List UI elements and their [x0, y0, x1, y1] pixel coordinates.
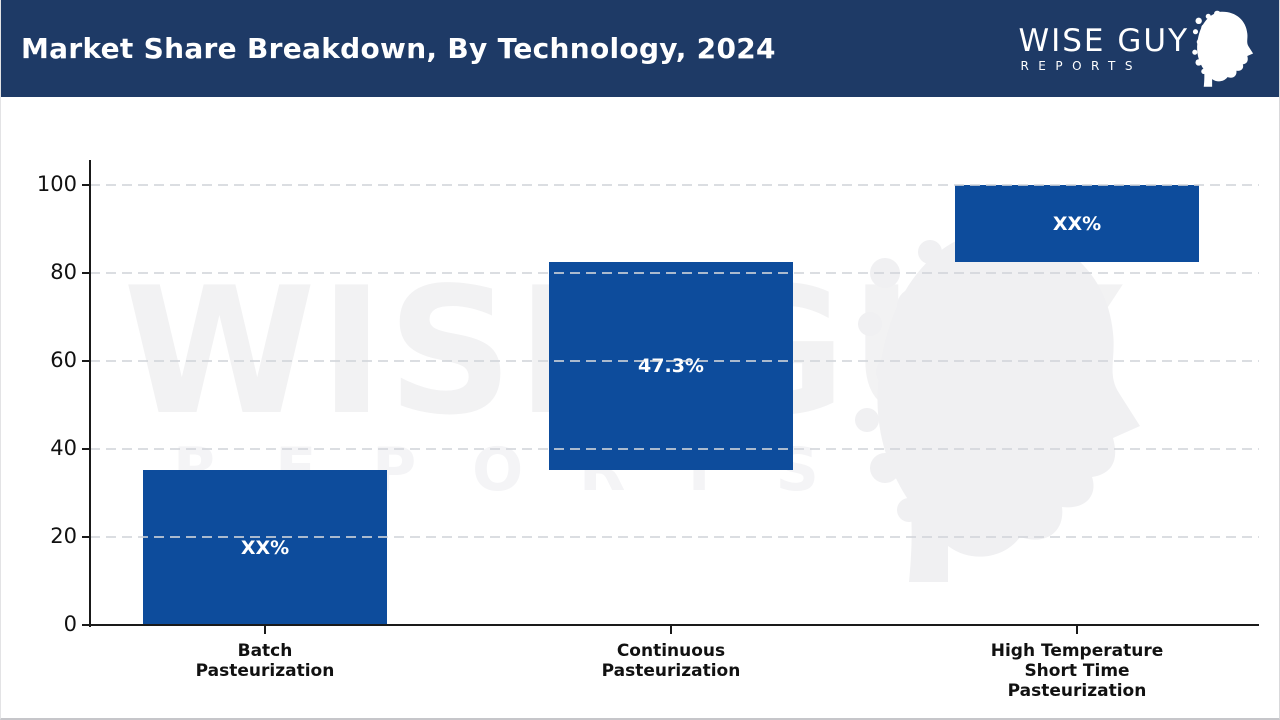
x-category-label: Batch Pasteurization — [195, 641, 335, 681]
y-tick-label: 20 — [50, 524, 77, 548]
logo-wordmark-block: WISE GUY REPORTS — [1018, 24, 1189, 73]
x-tick-mark — [1076, 626, 1078, 634]
x-category-label: Continuous Pasteurization — [601, 641, 741, 681]
bar-segment: XX% — [143, 470, 387, 625]
y-tick-label: 0 — [63, 612, 77, 636]
y-tick-label: 60 — [50, 348, 77, 372]
y-axis-line — [89, 160, 91, 627]
x-tick-mark — [670, 626, 672, 634]
x-axis-line — [89, 624, 1259, 626]
x-tick-mark — [264, 626, 266, 634]
x-category-label: High Temperature Short Time Pasteurizati… — [990, 641, 1164, 701]
y-tick-mark — [82, 448, 89, 450]
bar-segment: XX% — [955, 185, 1199, 262]
y-tick-mark — [82, 360, 89, 362]
header: Market Share Breakdown, By Technology, 2… — [1, 0, 1279, 97]
chart-area: WISE GUY REPORTS XX%47.3%XX% 02040608010… — [1, 97, 1279, 718]
bar-value-label: XX% — [1052, 212, 1102, 235]
y-tick-label: 40 — [50, 436, 77, 460]
wise-guy-reports-logo: WISE GUY REPORTS — [1018, 8, 1255, 90]
watermark-head-icon — [803, 225, 1195, 585]
y-tick-mark — [82, 272, 89, 274]
logo-head-icon — [1191, 8, 1255, 90]
y-tick-label: 100 — [36, 172, 77, 196]
y-tick-label: 80 — [50, 260, 77, 284]
logo-wordmark: WISE GUY — [1018, 23, 1189, 59]
bar-value-label: XX% — [240, 536, 290, 559]
y-tick-mark — [82, 536, 89, 538]
bar-segment: 47.3% — [549, 262, 793, 471]
y-tick-mark — [82, 624, 89, 626]
bar-value-label: 47.3% — [638, 355, 704, 378]
logo-subtext: REPORTS — [1020, 59, 1142, 73]
page-title: Market Share Breakdown, By Technology, 2… — [21, 32, 776, 65]
y-tick-mark — [82, 184, 89, 186]
